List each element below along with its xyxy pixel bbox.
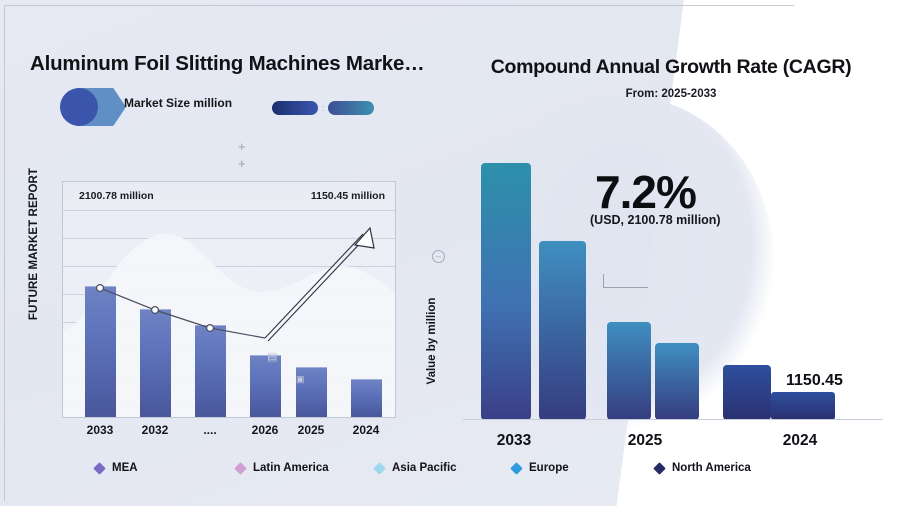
vendor-axis-label: FUTURE MARKET REPORT <box>28 167 40 321</box>
cagr-bar-2025-low <box>655 343 699 420</box>
cagr-bar-2024-low <box>771 392 835 420</box>
x-tick-2025: 2025 <box>297 423 325 437</box>
legend: MEA Latin America Asia Pacific Europe No… <box>0 461 900 488</box>
value-axis-label: Value by million <box>426 297 438 385</box>
logo-mark-icon <box>60 88 126 126</box>
legend-marker-icon <box>653 461 666 475</box>
cagr-bar-2033-low <box>539 241 586 420</box>
x-tick-2026: 2026 <box>251 423 279 437</box>
x-tick-2024: 2024 <box>352 423 380 437</box>
pill-secondary <box>328 101 375 115</box>
x-tick-2033: 2033 <box>86 423 114 437</box>
bar-2026 <box>250 355 281 417</box>
gradient-pill-group: : <box>272 101 375 115</box>
x-tick-2032: 2032 <box>141 423 169 437</box>
pill-separator-icon: : <box>322 103 325 113</box>
pill-primary <box>272 101 318 115</box>
annotation-left-value: 2100.78 million <box>79 190 154 202</box>
legend-marker-icon <box>510 461 523 475</box>
market-size-chart: 2100.78 million 1150.45 million ▤ ▣ <box>62 181 396 418</box>
chart-bars <box>63 182 395 417</box>
cagr-baseline <box>463 419 883 420</box>
plus-marks-group: + + <box>238 138 246 172</box>
cagr-unit: (USD, 2100.78 million) <box>590 213 721 227</box>
legend-label: Latin America <box>253 462 329 474</box>
legend-item-mea[interactable]: MEA <box>93 461 138 475</box>
plus-icon-b: + <box>238 156 246 171</box>
bracket-marker-icon <box>603 274 648 288</box>
cagr-bar-2033-high <box>481 163 531 420</box>
minus-circle-icon: – <box>432 250 445 263</box>
bar-2032 <box>140 309 171 417</box>
cagr-bars <box>481 163 835 420</box>
annotation-right-value: 1150.45 million <box>310 190 385 202</box>
slab-border <box>4 5 794 501</box>
cagr-title: Compound Annual Growth Rate (CAGR) <box>490 56 852 78</box>
cagr-callout-value: 1150.45 <box>786 372 843 389</box>
x-tick-dots: .... <box>203 423 217 437</box>
legend-item-asia-pacific[interactable]: Asia Pacific <box>373 461 457 475</box>
page-title: Aluminum Foil Slitting Machines Marke… <box>30 52 425 75</box>
trend-line-overlay <box>95 226 375 342</box>
logo-circle-icon <box>60 88 98 126</box>
legend-label: North America <box>672 462 751 474</box>
legend-item-europe[interactable]: Europe <box>510 461 569 475</box>
plus-icon-a: + <box>238 139 246 154</box>
legend-label: Europe <box>529 462 569 474</box>
cagr-value: 7.2% <box>595 166 697 218</box>
legend-marker-icon <box>234 461 247 475</box>
save-glyph-icon: ▤ <box>267 351 278 363</box>
bar-2033 <box>85 286 116 417</box>
cagr-x-tick-2024: 2024 <box>782 432 818 449</box>
cagr-bar-2024-high <box>723 365 771 420</box>
legend-marker-icon <box>93 461 106 475</box>
left-panel: Aluminum Foil Slitting Machines Marke… M… <box>28 52 445 443</box>
legend-item-latin-america[interactable]: Latin America <box>234 461 329 475</box>
cagr-subtitle: From: 2025-2033 <box>625 88 717 100</box>
legend-item-north-america[interactable]: North America <box>653 461 751 475</box>
cagr-x-tick-2033: 2033 <box>496 432 532 449</box>
cagr-x-tick-2025: 2025 <box>627 432 663 449</box>
bar-2024 <box>351 379 382 417</box>
market-size-label: Market Size million <box>124 96 233 110</box>
cagr-chart: 2033 2025 2024 <box>455 0 900 506</box>
chart-x-axis: 2033 2032 .... 2026 2025 2024 <box>62 423 396 443</box>
brand-logo <box>60 88 126 126</box>
legend-marker-icon <box>373 461 386 475</box>
bar-2025 <box>296 367 327 417</box>
bar-dots <box>195 325 226 417</box>
tag-glyph-icon: ▣ <box>296 374 305 384</box>
right-panel: Compound Annual Growth Rate (CAGR) From:… <box>455 0 900 506</box>
cagr-bar-2025-high <box>607 322 651 420</box>
legend-label: Asia Pacific <box>392 462 457 474</box>
legend-label: MEA <box>112 462 138 474</box>
